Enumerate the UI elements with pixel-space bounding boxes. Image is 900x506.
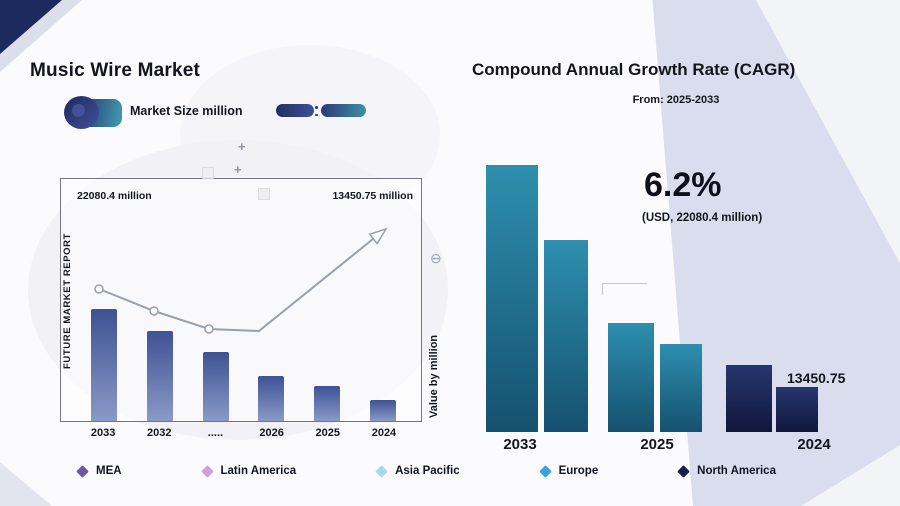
decor-pill-navy (276, 104, 314, 117)
annotation-market-size-2033: 22080.4 million (77, 190, 152, 202)
step-line-decoration (602, 283, 647, 295)
x-label-2025: 2025 (315, 427, 341, 439)
market-bar-..... (202, 352, 229, 421)
cagr-bar-2024-series-b (776, 387, 818, 432)
mea-diamond-icon (76, 464, 89, 478)
future-market-report-label: FUTURE MARKET REPORT (62, 232, 73, 370)
page-title: Music Wire Market (30, 60, 201, 81)
value-label-2024: 13450.75 (787, 370, 846, 386)
market-bar-cell-2024 (355, 179, 411, 421)
asia-pacific-diamond-icon (375, 464, 388, 478)
plus-decoration-icon: + (238, 139, 246, 154)
market-bar-cell-2025 (299, 179, 355, 421)
legend-label-latin-america: Latin America (220, 465, 297, 477)
market-bar-2024 (370, 400, 397, 421)
cagr-range-label: From: 2025-2033 (632, 94, 720, 106)
value-by-million-label: Value by million (428, 334, 440, 418)
market-bar-2032 (146, 331, 173, 421)
legend-label-north-america: North America (697, 465, 776, 477)
market-size-chart: 22080.4 million 13450.75 million FUTURE … (60, 178, 422, 422)
legend-label-mea: MEA (96, 465, 122, 477)
x-label-2033: 2033 (90, 427, 116, 439)
market-bar-2026 (258, 376, 285, 421)
plus-decoration-icon: + (234, 162, 242, 177)
cagr-bar-2024-series-a (726, 365, 772, 432)
north-america-diamond-icon (677, 464, 691, 478)
right-x-label-2024: 2024 (797, 436, 831, 453)
market-bar-2025 (314, 386, 341, 421)
market-size-cylinder-highlight (72, 104, 85, 117)
decor-pill-teal (321, 104, 366, 117)
right-x-label-2033: 2033 (503, 436, 537, 453)
cagr-bar-2033-series-b (544, 240, 588, 432)
legend-item-north-america: North America (677, 464, 776, 478)
bottom-left-triangle (0, 462, 52, 506)
pill-separator-dots-icon (315, 106, 318, 116)
latin-america-diamond-icon (200, 464, 214, 478)
legend-item-asia-pacific: Asia Pacific (375, 464, 460, 478)
legend-item-europe: Europe (538, 464, 599, 478)
right-bar-group (480, 165, 832, 432)
europe-diamond-icon (538, 464, 552, 478)
right-x-label-2025: 2025 (640, 436, 674, 453)
market-size-legend-label: Market Size million (130, 104, 243, 118)
market-bar-cell-..... (188, 179, 244, 421)
market-bar-cell-2032 (132, 179, 188, 421)
legend-label-europe: Europe (558, 465, 599, 477)
ghost-square-decoration (258, 188, 270, 200)
circle-minus-icon: ⊖ (430, 250, 442, 266)
left-bar-group (76, 179, 411, 421)
market-bar-cell-2033 (76, 179, 132, 421)
cagr-bar-2025-series-a (608, 323, 654, 432)
ghost-square-decoration (202, 167, 214, 179)
annotation-market-size-2024: 13450.75 million (332, 190, 413, 202)
cagr-bar-2033-series-a (486, 165, 538, 432)
legend-label-asia-pacific: Asia Pacific (395, 465, 460, 477)
x-label-2026: 2026 (259, 427, 284, 439)
cagr-title: Compound Annual Growth Rate (CAGR) (472, 60, 796, 79)
market-bar-cell-2026 (243, 179, 299, 421)
cagr-value: 6.2% (644, 166, 722, 204)
legend-item-latin-america: Latin America (200, 464, 297, 478)
cagr-caption: (USD, 22080.4 million) (642, 212, 763, 224)
legend-item-mea: MEA (76, 464, 122, 478)
left-x-axis-labels: 2033 2032..... 2026 2025 2024 (75, 427, 412, 439)
x-label-.....: ..... (207, 427, 224, 439)
x-label-2024: 2024 (371, 427, 397, 439)
cagr-bar-2025-series-b (660, 344, 702, 432)
region-legend: MEA Latin America Asia Pacific Europe No… (76, 464, 776, 478)
market-bar-2033 (90, 309, 117, 421)
x-label-2032: 2032 (147, 427, 172, 439)
